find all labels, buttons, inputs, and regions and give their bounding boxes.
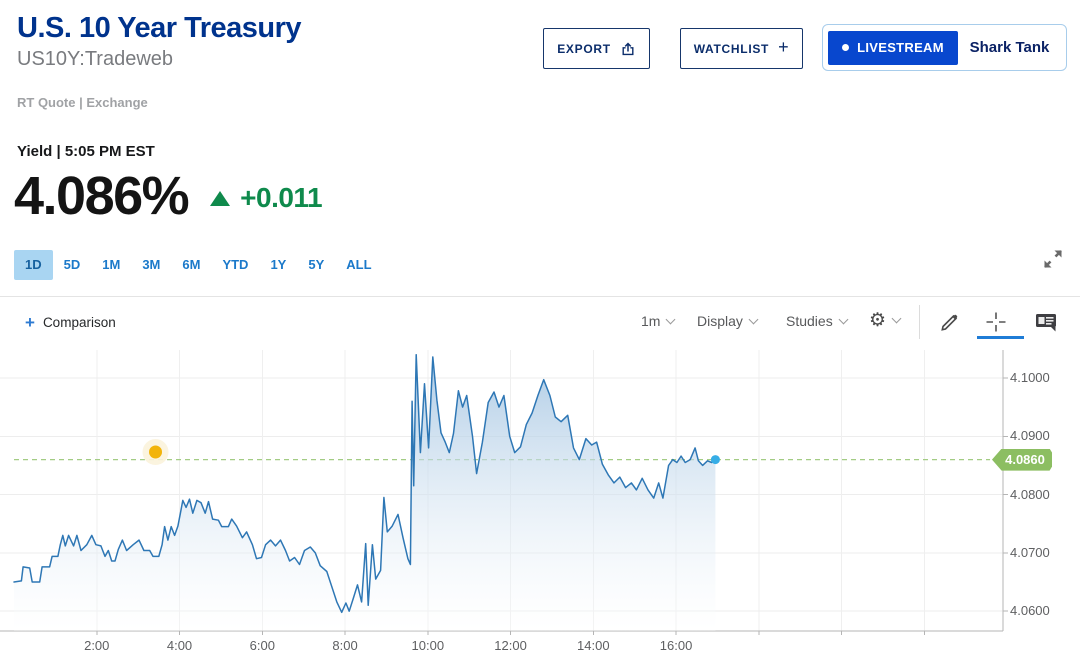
y-axis-label: 4.0900 — [1010, 428, 1050, 444]
x-axis-label: 4:00 — [166, 638, 193, 653]
quote-change-wrap: +0.011 — [210, 182, 323, 214]
crosshair-icon[interactable] — [984, 310, 1008, 334]
y-axis-label: 4.0600 — [1010, 603, 1050, 619]
interval-dropdown[interactable]: 1m — [641, 313, 676, 329]
tab-ytd[interactable]: YTD — [222, 257, 249, 272]
livestream-button-label: LIVESTREAM — [857, 40, 944, 55]
export-button-label: EXPORT — [557, 41, 611, 56]
x-axis-label: 14:00 — [577, 638, 610, 653]
gear-icon: ⚙ — [869, 310, 887, 331]
quote-value: 4.086% — [14, 166, 190, 226]
chevron-down-icon — [748, 314, 759, 324]
up-arrow-icon — [210, 190, 231, 206]
crosshair-active-underline — [977, 336, 1024, 339]
tab-1y[interactable]: 1Y — [270, 257, 287, 272]
tab-1m[interactable]: 1M — [102, 257, 121, 272]
watchlist-button[interactable]: WATCHLIST + — [680, 28, 803, 69]
interval-value: 1m — [641, 313, 661, 329]
livestream-dot-icon — [842, 44, 850, 51]
header-divider — [0, 296, 1080, 297]
livestream-group: LIVESTREAM Shark Tank — [822, 24, 1067, 71]
chevron-down-icon — [666, 314, 676, 324]
x-axis-label: 16:00 — [659, 638, 693, 653]
export-button[interactable]: EXPORT — [543, 28, 650, 69]
x-axis-label: 8:00 — [332, 638, 358, 653]
tab-5y[interactable]: 5Y — [308, 257, 325, 272]
quote-row: 4.086% +0.011 — [14, 165, 323, 227]
x-axis-label: 6:00 — [249, 638, 275, 653]
chevron-down-icon — [838, 314, 849, 324]
display-dropdown[interactable]: Display — [697, 313, 759, 329]
quote-type-label: RT Quote | Exchange — [17, 95, 148, 110]
comparison-label: Comparison — [42, 315, 116, 330]
x-axis-label: 10:00 — [411, 638, 445, 653]
tab-5d[interactable]: 5D — [63, 257, 81, 272]
tab-3m[interactable]: 3M — [142, 257, 161, 272]
price-chart-plot-area[interactable] — [14, 350, 1003, 631]
livestream-button[interactable]: LIVESTREAM — [828, 30, 958, 65]
page-title: U.S. 10 Year Treasury — [17, 12, 302, 44]
export-icon — [622, 42, 634, 55]
symbol-subtitle: US10Y:Tradeweb — [17, 48, 174, 70]
studies-label: Studies — [786, 313, 833, 329]
tab-all[interactable]: ALL — [346, 257, 372, 272]
show-name-label[interactable]: Shark Tank — [969, 39, 1050, 56]
quote-change: +0.011 — [240, 182, 323, 213]
x-axis-label: 2:00 — [84, 638, 110, 653]
quote-field-label: Yield | 5:05 PM EST — [17, 143, 155, 160]
comparison-button[interactable]: + Comparison — [25, 314, 116, 331]
pencil-icon[interactable] — [938, 310, 962, 334]
studies-dropdown[interactable]: Studies — [786, 313, 849, 329]
y-axis-label: 4.1000 — [1010, 369, 1050, 385]
comparison-plus-icon: + — [25, 313, 35, 332]
tab-6m[interactable]: 6M — [182, 257, 201, 272]
expand-icon[interactable] — [1040, 246, 1066, 272]
tab-1d[interactable]: 1D — [14, 250, 53, 280]
display-label: Display — [697, 313, 743, 329]
watchlist-plus-icon: + — [778, 37, 790, 57]
watchlist-button-label: WATCHLIST — [693, 41, 770, 56]
y-axis-label: 4.0800 — [1010, 486, 1050, 502]
chevron-down-icon — [891, 313, 902, 324]
toolbar-divider — [919, 305, 920, 339]
x-axis-label: 12:00 — [494, 638, 527, 653]
annotations-icon[interactable] — [1034, 310, 1058, 334]
chart-settings-dropdown[interactable]: ⚙ — [869, 310, 902, 331]
last-price-tag: 4.0860 — [992, 448, 1052, 471]
range-tabs: 1D 5D 1M 3M 6M YTD 1Y 5Y ALL — [14, 250, 383, 280]
y-axis-label: 4.0700 — [1010, 544, 1050, 560]
